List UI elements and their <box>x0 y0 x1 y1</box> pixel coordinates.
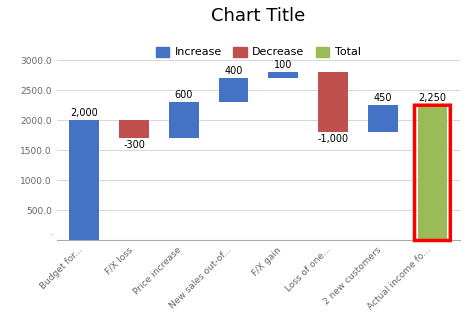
Text: 400: 400 <box>224 66 243 76</box>
Text: 2,250: 2,250 <box>419 94 447 104</box>
Text: -300: -300 <box>123 140 145 150</box>
Text: ·: · <box>49 231 52 240</box>
Bar <box>368 105 398 132</box>
Text: 2,000: 2,000 <box>70 109 98 119</box>
Title: Chart Title: Chart Title <box>211 7 305 25</box>
Bar <box>418 105 447 240</box>
Bar <box>69 120 99 240</box>
Legend: Increase, Decrease, Total: Increase, Decrease, Total <box>152 42 365 62</box>
Bar <box>268 72 298 78</box>
Bar <box>318 72 348 132</box>
Text: 100: 100 <box>274 60 292 70</box>
Bar <box>119 120 149 138</box>
Text: 600: 600 <box>174 91 193 101</box>
Bar <box>219 78 248 102</box>
Text: -1,000: -1,000 <box>318 134 348 144</box>
Bar <box>169 102 199 138</box>
Text: 450: 450 <box>374 94 392 104</box>
